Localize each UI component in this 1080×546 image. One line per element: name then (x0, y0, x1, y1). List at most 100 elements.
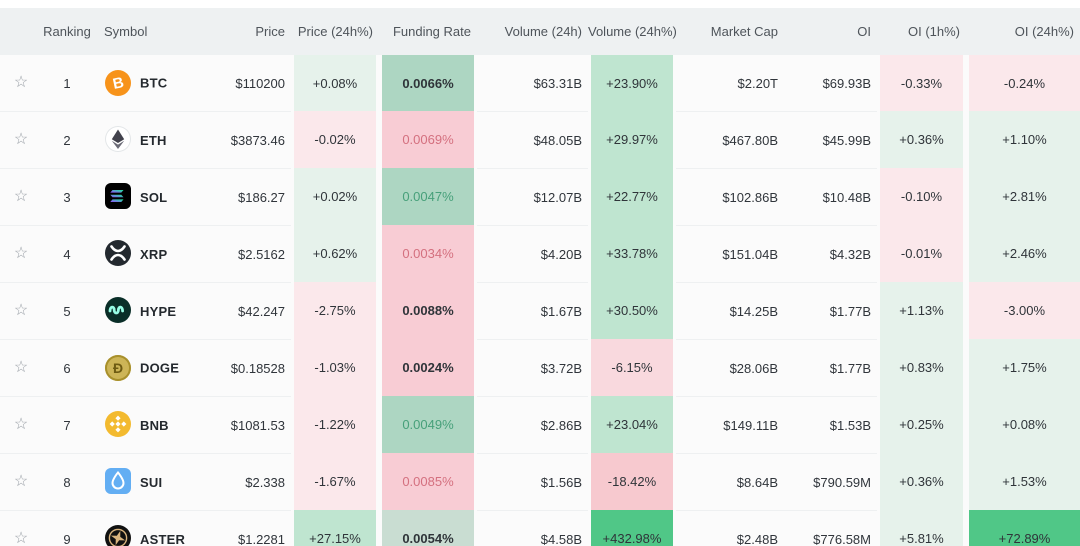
favorite-star-icon[interactable]: ☆ (13, 302, 29, 319)
favorite-star-icon[interactable]: ☆ (13, 188, 29, 205)
funding-rate-cell: 0.0066% (379, 55, 477, 111)
favorite-star-icon[interactable]: ☆ (13, 473, 29, 490)
column-header-volume-24h-pct[interactable]: Volume (24h%) (588, 8, 676, 55)
price-cell: $2.5162 (192, 225, 291, 282)
oi-1h-cell: +0.25% (877, 396, 966, 453)
column-header-ranking[interactable]: Ranking (42, 8, 92, 55)
symbol-label: BTC (140, 75, 168, 91)
funding-rate-cell: 0.0088% (379, 282, 477, 339)
hype-coin-icon (105, 296, 131, 326)
table-row-sui[interactable]: ☆ 8 SUI $2.338 -1.67% 0.0085% $1.56B -18.42% $8.… (0, 453, 1080, 510)
favorite-cell: ☆ (0, 55, 42, 111)
market-cap-cell: $2.20T (676, 55, 784, 111)
price-24h-cell: +0.62% (291, 225, 379, 282)
favorite-cell: ☆ (0, 339, 42, 396)
volume-24h-pct-cell: +432.98% (588, 510, 676, 546)
symbol-cell[interactable]: ASTER (92, 510, 192, 546)
column-header-volume-24h[interactable]: Volume (24h) (477, 8, 588, 55)
market-cap-cell: $14.25B (676, 282, 784, 339)
symbol-cell[interactable]: B BTC (92, 55, 192, 111)
column-header-oi[interactable]: OI (784, 8, 877, 55)
symbol-cell[interactable]: SOL (92, 168, 192, 225)
favorite-star-icon[interactable]: ☆ (13, 245, 29, 262)
table-row-aster[interactable]: ☆ 9 ASTER $1.2281 +27.15% 0.0054% $4.58B +432.9… (0, 510, 1080, 546)
favorite-star-icon[interactable]: ☆ (13, 359, 29, 376)
oi-1h-cell: +0.83% (877, 339, 966, 396)
oi-24h-cell: +2.46% (966, 225, 1080, 282)
oi-24h-cell: -0.24% (966, 55, 1080, 111)
oi-1h-cell: +0.36% (877, 111, 966, 168)
volume-24h-pct-cell: +22.77% (588, 168, 676, 225)
column-header-symbol[interactable]: Symbol (92, 8, 192, 55)
oi-1h-cell: +5.81% (877, 510, 966, 546)
volume-24h-cell: $2.86B (477, 396, 588, 453)
doge-coin-icon: Ð (105, 355, 131, 381)
table-row-bnb[interactable]: ☆ 7 BNB $1081.53 -1.22% 0.0049% $2.86B +23.04% $… (0, 396, 1080, 453)
symbol-cell[interactable]: BNB (92, 396, 192, 453)
eth-coin-icon (105, 125, 131, 155)
symbol-cell[interactable]: Ð DOGE (92, 339, 192, 396)
table-row-btc[interactable]: ☆ 1 B BTC $110200 +0.08% 0.0066% $63.31B +23.90%… (0, 55, 1080, 111)
symbol-label: HYPE (140, 303, 177, 319)
volume-24h-cell: $1.56B (477, 453, 588, 510)
bnb-coin-icon (105, 410, 131, 440)
symbol-label: ETH (140, 132, 167, 148)
oi-24h-cell: +72.89% (966, 510, 1080, 546)
favorite-star-icon[interactable]: ☆ (13, 74, 29, 91)
price-24h-cell: +0.08% (291, 55, 379, 111)
volume-24h-cell: $63.31B (477, 55, 588, 111)
favorite-star-icon[interactable]: ☆ (13, 530, 29, 546)
favorite-cell: ☆ (0, 282, 42, 339)
symbol-cell[interactable]: SUI (92, 453, 192, 510)
table-row-sol[interactable]: ☆ 3 SOL $186.27 +0.02% 0.0047% $12.07B +22.77% $… (0, 168, 1080, 225)
top-strip (0, 0, 1080, 8)
table-row-doge[interactable]: ☆ 6 Ð DOGE $0.18528 -1.03% 0.0024% $3.72B -6.15%… (0, 339, 1080, 396)
volume-24h-pct-cell: +23.90% (588, 55, 676, 111)
price-24h-cell: -1.67% (291, 453, 379, 510)
funding-rate-cell: 0.0024% (379, 339, 477, 396)
sol-coin-icon (105, 182, 131, 212)
price-cell: $42.247 (192, 282, 291, 339)
favorite-star-icon[interactable]: ☆ (13, 416, 29, 433)
volume-24h-cell: $1.67B (477, 282, 588, 339)
ranking-cell: 2 (42, 111, 92, 168)
volume-24h-pct-cell: +30.50% (588, 282, 676, 339)
price-24h-cell: -2.75% (291, 282, 379, 339)
oi-cell: $45.99B (784, 111, 877, 168)
column-header-oi-1h[interactable]: OI (1h%) (877, 8, 966, 55)
price-cell: $3873.46 (192, 111, 291, 168)
favorite-star-icon[interactable]: ☆ (13, 131, 29, 148)
favorite-cell: ☆ (0, 111, 42, 168)
market-cap-cell: $102.86B (676, 168, 784, 225)
oi-24h-cell: +1.75% (966, 339, 1080, 396)
table-row-hype[interactable]: ☆ 5 HYPE $42.247 -2.75% 0.0088% $1.67B +30.50% $… (0, 282, 1080, 339)
table-row-xrp[interactable]: ☆ 4 XRP $2.5162 +0.62% 0.0034% $4.20B +33.78% $1… (0, 225, 1080, 282)
ranking-cell: 7 (42, 396, 92, 453)
volume-24h-pct-cell: -6.15% (588, 339, 676, 396)
volume-24h-cell: $3.72B (477, 339, 588, 396)
price-24h-cell: +27.15% (291, 510, 379, 546)
funding-rate-cell: 0.0085% (379, 453, 477, 510)
ranking-cell: 1 (42, 55, 92, 111)
column-header-market-cap[interactable]: Market Cap (676, 8, 784, 55)
volume-24h-pct-cell: +23.04% (588, 396, 676, 453)
column-header-oi-24h[interactable]: OI (24h%) (966, 8, 1080, 55)
funding-rate-cell: 0.0034% (379, 225, 477, 282)
ranking-cell: 3 (42, 168, 92, 225)
price-cell: $110200 (192, 55, 291, 111)
oi-cell: $1.77B (784, 339, 877, 396)
column-header-price[interactable]: Price (192, 8, 291, 55)
symbol-label: SOL (140, 189, 168, 205)
btc-coin-icon: B (105, 70, 131, 96)
table-row-eth[interactable]: ☆ 2 ETH $3873.46 -0.02% 0.0069% $48.05B +29.97%… (0, 111, 1080, 168)
ranking-cell: 5 (42, 282, 92, 339)
column-header-funding-rate[interactable]: Funding Rate (379, 8, 477, 55)
column-header-price-24h[interactable]: Price (24h%) (291, 8, 379, 55)
symbol-cell[interactable]: XRP (92, 225, 192, 282)
price-cell: $2.338 (192, 453, 291, 510)
symbol-cell[interactable]: ETH (92, 111, 192, 168)
symbol-cell[interactable]: HYPE (92, 282, 192, 339)
ranking-cell: 9 (42, 510, 92, 546)
symbol-label: DOGE (140, 360, 180, 376)
